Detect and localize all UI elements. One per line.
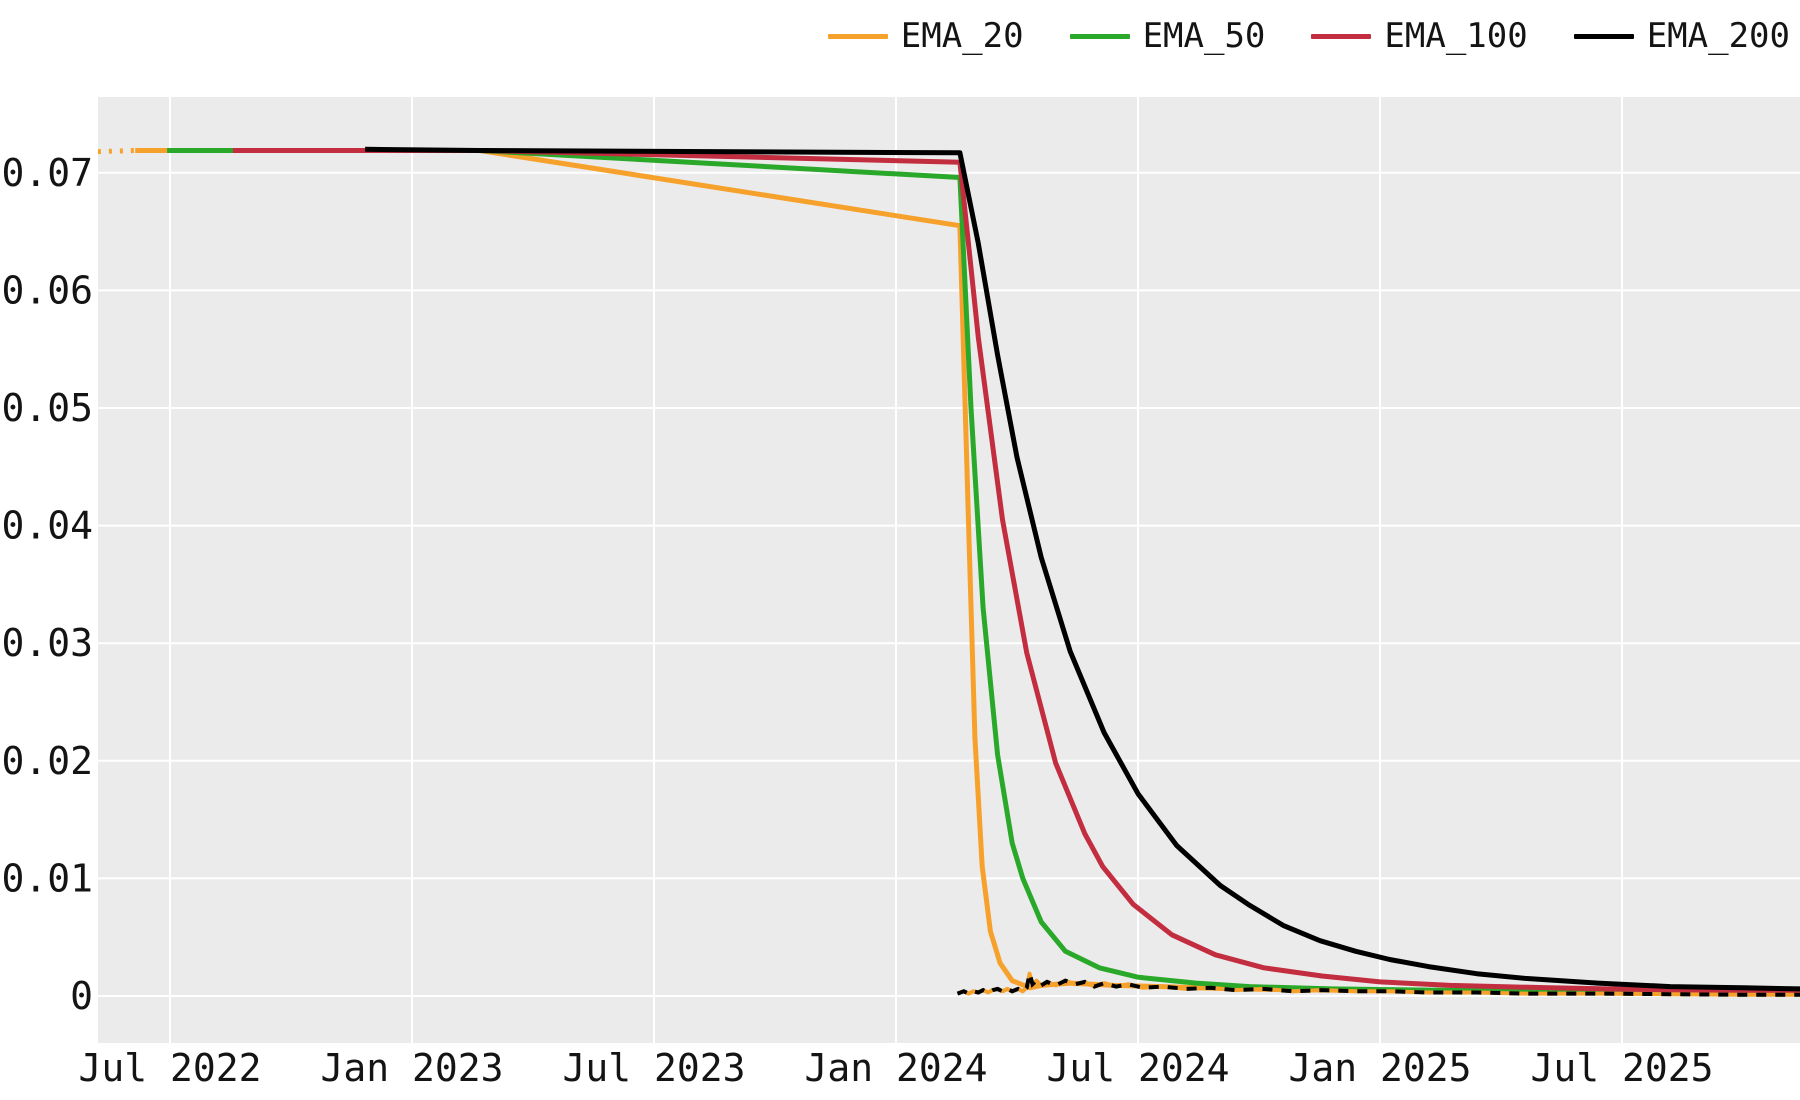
legend-swatch-EMA_100	[1311, 33, 1372, 39]
x-tick-label: Jan 2023	[320, 1046, 503, 1090]
x-tick-label: Jan 2025	[1288, 1046, 1471, 1090]
series-line-raw_near_zero-overlay	[956, 973, 1800, 997]
x-tick-label: Jul 2023	[562, 1046, 745, 1090]
legend-item-EMA_100: EMA_100	[1311, 16, 1528, 56]
y-tick-label: 0.03	[1, 621, 93, 665]
legend-swatch-EMA_50	[1069, 33, 1130, 39]
series-line-EMA_200	[365, 146, 1800, 992]
legend-item-EMA_200: EMA_200	[1573, 16, 1790, 56]
y-tick-label: 0.02	[1, 739, 93, 783]
y-tick-label: 0.06	[1, 268, 93, 312]
legend-swatch-EMA_20	[827, 33, 888, 39]
plot-background	[98, 97, 1800, 1043]
y-tick-label: 0	[70, 974, 93, 1018]
y-tick-label: 0.01	[1, 856, 93, 900]
legend-swatch-EMA_200	[1573, 33, 1634, 39]
y-tick-label: 0.07	[1, 151, 93, 195]
y-tick-label: 0.04	[1, 504, 93, 548]
legend-item-EMA_50: EMA_50	[1069, 16, 1266, 56]
x-tick-label: Jul 2025	[1530, 1046, 1713, 1090]
series-line-EMA_100	[232, 148, 1800, 994]
legend-label: EMA_50	[1142, 16, 1266, 56]
x-tick-label: Jul 2024	[1046, 1046, 1229, 1090]
x-tick-label: Jan 2024	[804, 1046, 987, 1090]
legend-label: EMA_200	[1646, 16, 1790, 56]
legend-label: EMA_100	[1384, 16, 1528, 56]
y-tick-label: 0.05	[1, 386, 93, 430]
legend: EMA_20 EMA_50 EMA_100 EMA_200	[827, 16, 1790, 56]
legend-item-EMA_20: EMA_20	[827, 16, 1024, 56]
x-tick-label: Jul 2022	[78, 1046, 261, 1090]
legend-label: EMA_20	[900, 16, 1024, 56]
